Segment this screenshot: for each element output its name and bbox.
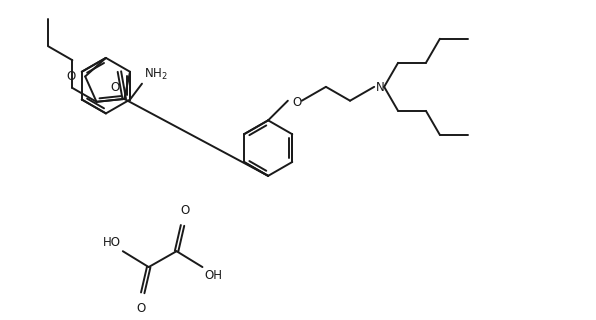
Text: O: O	[293, 96, 302, 109]
Text: OH: OH	[204, 269, 222, 282]
Text: O: O	[136, 302, 145, 315]
Text: NH$_2$: NH$_2$	[144, 67, 168, 82]
Text: HO: HO	[103, 236, 121, 249]
Text: O: O	[180, 204, 189, 217]
Text: N: N	[376, 81, 385, 94]
Text: O: O	[66, 70, 75, 83]
Text: O: O	[111, 81, 120, 93]
